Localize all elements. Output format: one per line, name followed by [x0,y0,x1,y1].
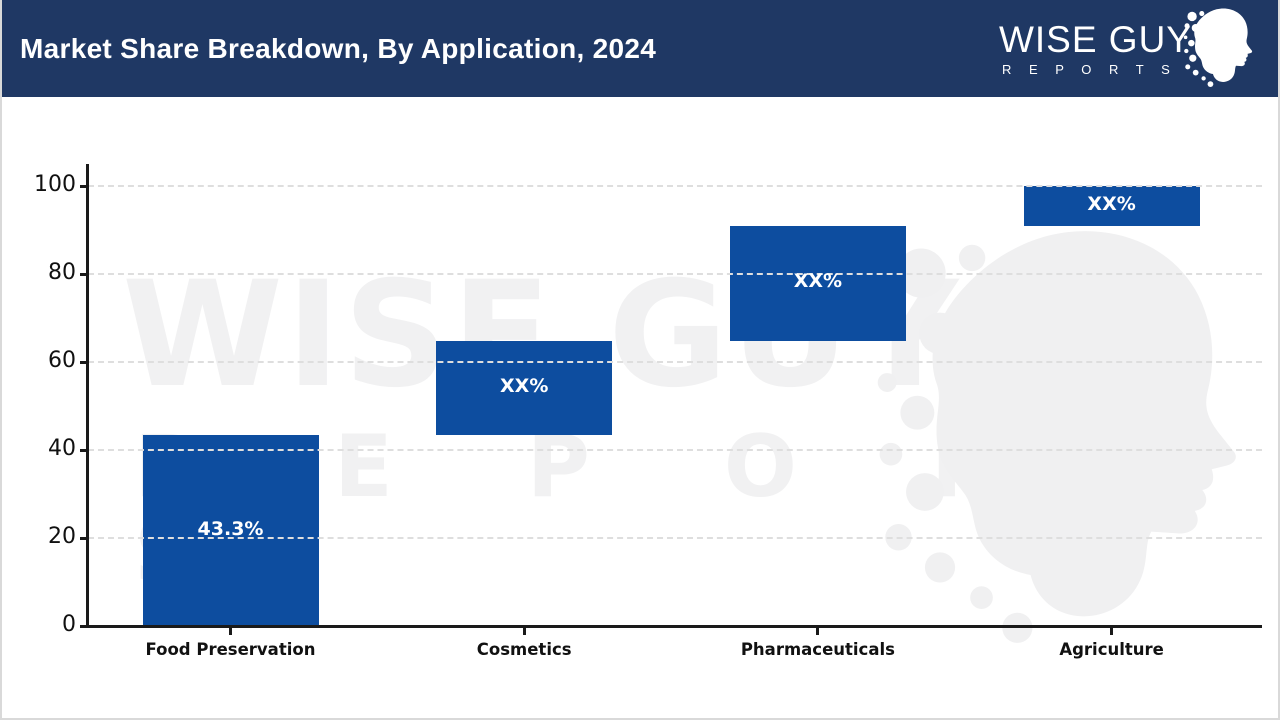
logo-line2: R E P O R T S [1001,62,1177,77]
y-tick-label-40: 40 [48,436,76,461]
gridline-40 [88,449,1262,451]
y-axis-line [86,164,89,628]
bar-agriculture [1023,186,1200,226]
y-tick-label-0: 0 [62,612,76,637]
gridline-20 [88,537,1262,539]
y-tick-mark-60 [80,360,88,364]
y-tick-mark-100 [80,184,88,188]
y-tick-label-20: 20 [48,524,76,549]
y-tick-label-60: 60 [48,348,76,373]
x-tick-mark-3 [816,627,820,635]
waterfall-chart: 0 20 40 60 80 100 43.3% XX% XX% XX% Food Preservat… [0,97,1280,720]
y-tick-mark-40 [80,448,88,452]
y-tick-mark-20 [80,536,88,540]
logo-head-icon [1182,7,1254,90]
bar-value-label: 43.3% [197,517,264,540]
bar-value-label: XX% [500,375,549,398]
gridline-60 [88,361,1262,363]
wiseguy-logo: WISE GUY R E P O R T S [999,7,1254,90]
x-tick-mark-1 [229,627,232,635]
y-tick-label-100: 100 [34,172,76,197]
gridline-100 [88,185,1262,187]
x-category-label-food-preservation: Food Preservation [145,640,316,659]
watermark-head-icon [868,224,1246,658]
x-tick-mark-4 [1110,627,1114,635]
bar-pharmaceuticals [729,225,906,342]
x-tick-mark-2 [522,627,526,635]
x-category-label-cosmetics: Cosmetics [476,640,572,659]
logo-line1: WISE GUY [998,19,1192,60]
header-bar: Market Share Breakdown, By Application, … [0,0,1280,97]
x-category-label-pharmaceuticals: Pharmaceuticals [740,640,895,659]
logo-wordmark: WISE GUY R E P O R T S [999,21,1192,76]
y-tick-label-80: 80 [48,260,76,285]
bar-value-label: XX% [1087,192,1136,215]
bar-cosmetics [436,341,613,436]
x-category-label-agriculture: Agriculture [1059,640,1164,659]
y-tick-mark-80 [80,272,88,276]
y-tick-mark-0 [80,624,88,628]
x-axis-line [86,625,1262,628]
bar-value-label: XX% [793,270,843,293]
chart-title: Market Share Breakdown, By Application, … [20,32,657,64]
gridline-80 [88,273,1262,275]
bar-food-preservation [142,435,319,626]
